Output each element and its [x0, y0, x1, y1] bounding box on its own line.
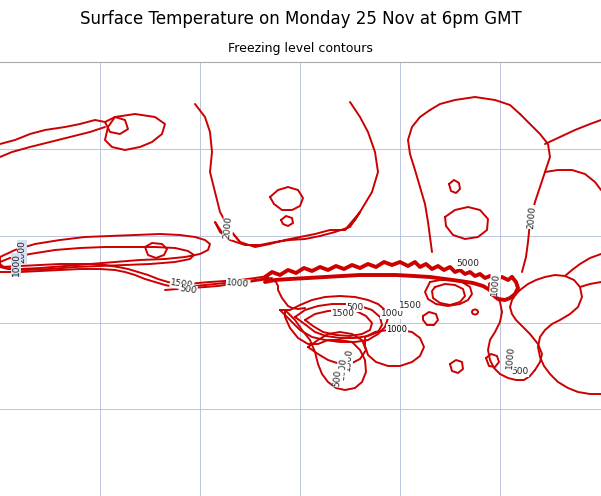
Text: 2000: 2000 — [222, 215, 233, 239]
Text: 5000: 5000 — [457, 259, 480, 268]
Text: 1000: 1000 — [337, 356, 347, 380]
Text: 2000: 2000 — [526, 205, 537, 229]
Text: 500: 500 — [179, 284, 197, 296]
Text: 500: 500 — [346, 303, 364, 311]
Text: 2000: 2000 — [17, 241, 26, 263]
Text: 1500: 1500 — [398, 302, 421, 310]
Text: 1000: 1000 — [490, 272, 501, 296]
Text: Freezing level contours: Freezing level contours — [228, 42, 373, 55]
Text: 500: 500 — [511, 368, 529, 376]
Text: 500: 500 — [333, 369, 343, 387]
Text: 1000: 1000 — [11, 253, 20, 276]
Text: Surface Temperature on Monday 25 Nov at 6pm GMT: Surface Temperature on Monday 25 Nov at … — [79, 9, 522, 28]
Text: 1000: 1000 — [380, 310, 403, 318]
Text: 1500: 1500 — [170, 278, 194, 290]
Text: 1000: 1000 — [386, 324, 407, 333]
Text: 1500: 1500 — [343, 347, 353, 371]
Text: 1500: 1500 — [332, 310, 355, 318]
Text: 1000: 1000 — [226, 279, 250, 290]
Text: 1000: 1000 — [504, 345, 516, 369]
